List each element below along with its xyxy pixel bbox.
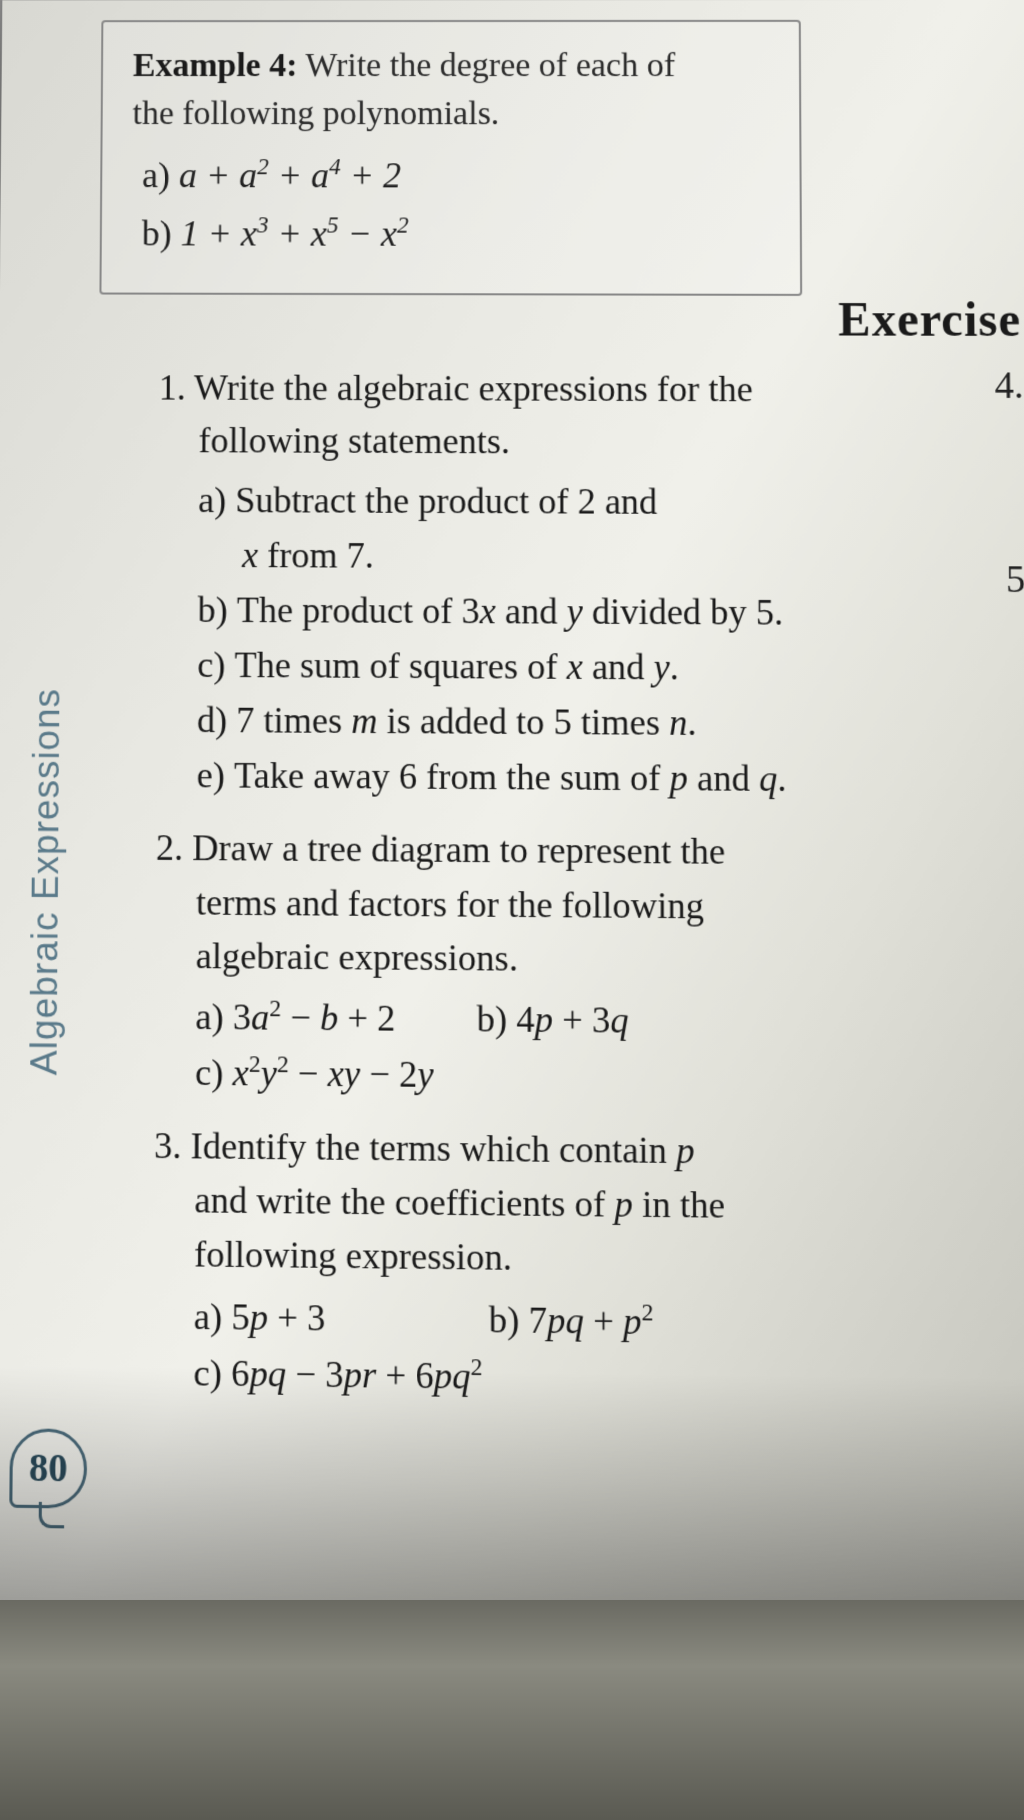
example-prompt-2: the following polynomials. — [132, 95, 499, 132]
q3-c: c) 6pq − 3pr + 6pq2 — [193, 1344, 993, 1410]
q2-b: b) 4p + 3q — [477, 991, 629, 1048]
question-1: 1. Write the algebraic expressions for t… — [156, 361, 988, 808]
q-num: 2. — [156, 827, 183, 868]
question-3-text: 3. Identify the terms which contain pand… — [153, 1119, 992, 1290]
example-box: Example 4: Write the degree of each of t… — [99, 20, 802, 296]
q-num: 1. — [159, 367, 186, 407]
exercise-heading: Exercise — [838, 292, 1021, 348]
example-label: Example 4: — [133, 47, 298, 84]
question-3: 3. Identify the terms which contain pand… — [153, 1119, 994, 1410]
q3-a: a) 5p + 3 — [194, 1288, 326, 1346]
margin-number-5: 5 — [1006, 557, 1024, 602]
q2-a: a) 3a2 − b + 2 — [195, 989, 395, 1046]
example-prompt-1: Write the degree of each of — [305, 47, 675, 84]
page-number: 80 — [29, 1445, 68, 1492]
example-item-a: a) a + a2 + a4 + 2 — [142, 147, 770, 205]
example-title: Example 4: Write the degree of each of t… — [132, 42, 769, 138]
q1-parts: a) Subtract the product of 2 andx from 7… — [156, 473, 988, 808]
question-2-text: 2. Draw a tree diagram to represent thet… — [155, 821, 990, 989]
q3-b: b) 7pq + p2 — [489, 1291, 654, 1349]
item-letter: b) — [142, 213, 172, 253]
q1-a: a) Subtract the product of 2 andx from 7… — [198, 473, 987, 586]
example-list: a) a + a2 + a4 + 2 b) 1 + x3 + x5 − x2 — [132, 147, 770, 264]
item-expr: a + a2 + a4 + 2 — [179, 155, 401, 195]
item-expr: 1 + x3 + x5 − x2 — [181, 213, 409, 254]
question-2: 2. Draw a tree diagram to represent thet… — [154, 821, 991, 1107]
q1-b: b) The product of 3x and y divided by 5. — [197, 583, 987, 642]
q2-parts: a) 3a2 − b + 2 b) 4p + 3q c) x2y2 − xy −… — [154, 988, 991, 1107]
margin-number-4: 4. — [994, 363, 1023, 408]
item-letter: a) — [142, 155, 170, 195]
example-item-b: b) 1 + x3 + x5 − x2 — [142, 205, 770, 264]
q3-row1: a) 5p + 3 b) 7pq + p2 — [194, 1288, 993, 1353]
q1-e: e) Take away 6 from the sum of p and q. — [197, 748, 989, 808]
q2-row1: a) 3a2 − b + 2 b) 4p + 3q — [195, 989, 990, 1052]
page-number-badge: 80 — [9, 1428, 87, 1509]
q1-c: c) The sum of squares of x and y. — [197, 637, 987, 696]
q3-parts: a) 5p + 3 b) 7pq + p2 c) 6pq − 3pr + 6pq… — [153, 1287, 994, 1409]
question-1-text: 1. Write the algebraic expressions for t… — [158, 361, 985, 469]
chapter-side-label: Algebraic Expressions — [23, 688, 68, 1075]
textbook-page: Example 4: Write the degree of each of t… — [0, 0, 1024, 1652]
q1-d: d) 7 times m is added to 5 times n. — [197, 693, 988, 753]
table-surface — [0, 1600, 1024, 1820]
q2-c: c) x2y2 − xy − 2y — [195, 1044, 991, 1107]
q-num: 3. — [154, 1125, 182, 1167]
exercise-content: 1. Write the algebraic expressions for t… — [152, 361, 993, 1429]
